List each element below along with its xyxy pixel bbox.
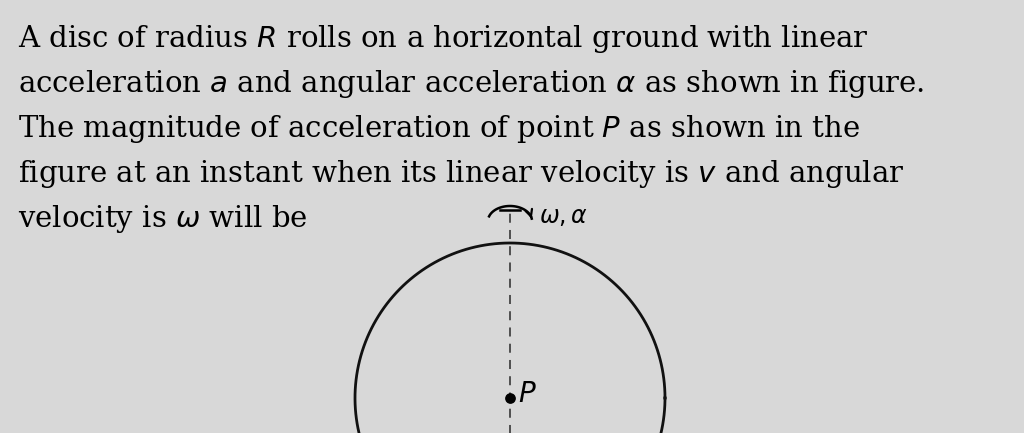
Text: A disc of radius $R$ rolls on a horizontal ground with linear: A disc of radius $R$ rolls on a horizont… bbox=[18, 23, 868, 55]
Text: $\omega,\alpha$: $\omega,\alpha$ bbox=[539, 205, 588, 228]
Text: velocity is $\omega$ will be: velocity is $\omega$ will be bbox=[18, 203, 307, 235]
Text: figure at an instant when its linear velocity is $v$ and angular: figure at an instant when its linear vel… bbox=[18, 158, 904, 190]
Text: $P$: $P$ bbox=[518, 381, 537, 407]
Point bbox=[502, 394, 518, 401]
Text: acceleration $a$ and angular acceleration $\alpha$ as shown in figure.: acceleration $a$ and angular acceleratio… bbox=[18, 68, 925, 100]
Text: The magnitude of acceleration of point $P$ as shown in the: The magnitude of acceleration of point $… bbox=[18, 113, 860, 145]
